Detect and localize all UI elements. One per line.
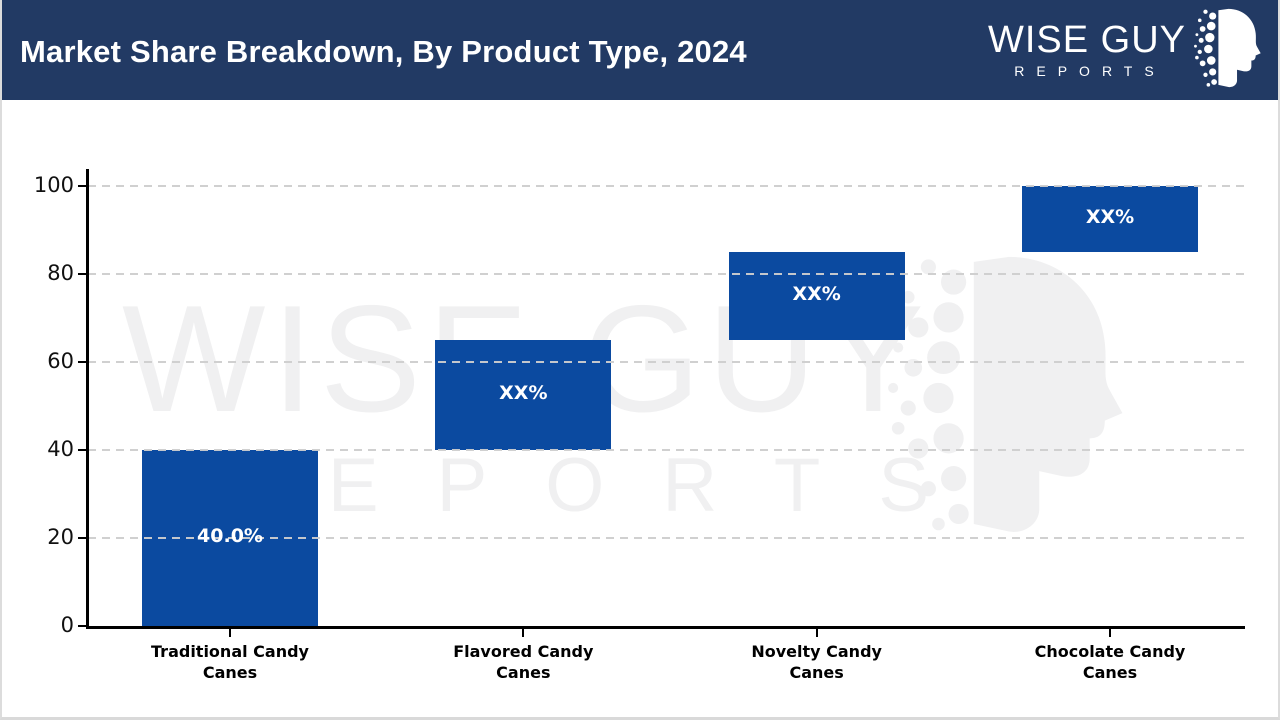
bar-value-label: XX% [1085, 206, 1135, 228]
bar-segment [728, 252, 905, 340]
y-tick-label-100: 100 [33, 173, 74, 197]
bar-segment [1021, 186, 1198, 252]
y-tick-0 [78, 625, 86, 627]
header: Market Share Breakdown, By Product Type,… [0, 0, 1280, 100]
gridline-80 [88, 273, 1245, 275]
x-tick [1108, 629, 1111, 637]
y-axis-line [86, 169, 89, 629]
bar-segment [435, 340, 612, 450]
gridline-40 [88, 449, 1245, 451]
x-category-label-line: Flavored Candy [453, 642, 594, 661]
wiseguy-logo: WISE GUY REPORTS [988, 6, 1266, 92]
bar-value-label: 40.0% [197, 525, 263, 547]
y-tick-60 [78, 361, 86, 363]
logo-wordmark: WISE GUY [987, 19, 1186, 61]
y-tick-label-0: 0 [60, 613, 74, 637]
x-category-label-line: Chocolate Candy [1034, 642, 1186, 661]
bar-value-label: XX% [499, 382, 548, 404]
x-category-label: Novelty Candy Canes [702, 641, 932, 683]
head-profile-icon [1194, 8, 1261, 88]
y-tick-100 [78, 185, 86, 187]
logo-subtext: REPORTS [1014, 63, 1166, 79]
y-tick-label-60: 60 [47, 349, 74, 373]
gridline-20 [88, 537, 1245, 539]
y-tick-label-40: 40 [47, 437, 74, 461]
x-axis-line [86, 626, 1245, 629]
y-tick-20 [78, 537, 86, 539]
x-category-label-line: Canes [789, 663, 844, 682]
x-tick [522, 629, 525, 637]
x-category-label: Flavored Candy Canes [408, 641, 638, 683]
x-category-label: Chocolate Candy Canes [995, 641, 1225, 683]
logo-text: WISE GUY REPORTS [988, 19, 1186, 79]
page-title: Market Share Breakdown, By Product Type,… [20, 34, 747, 69]
x-category-label-line: Canes [496, 663, 551, 682]
x-category-label: Traditional Candy Canes [115, 641, 345, 683]
x-category-label-line: Canes [1082, 663, 1138, 682]
x-tick [815, 629, 818, 637]
gridline-100 [88, 185, 1245, 187]
watermark-subtext: REPORTS [215, 443, 988, 528]
gridline-60 [88, 361, 1245, 363]
y-tick-label-80: 80 [47, 261, 74, 285]
x-tick [229, 629, 231, 637]
x-category-label-line: Canes [202, 663, 258, 682]
bar-value-label: XX% [792, 283, 841, 305]
x-category-label-line: Novelty Candy [751, 642, 882, 661]
x-category-label-line: Traditional Candy [151, 642, 309, 661]
y-tick-80 [78, 273, 86, 275]
y-tick-label-20: 20 [47, 525, 74, 549]
y-tick-40 [78, 449, 86, 451]
